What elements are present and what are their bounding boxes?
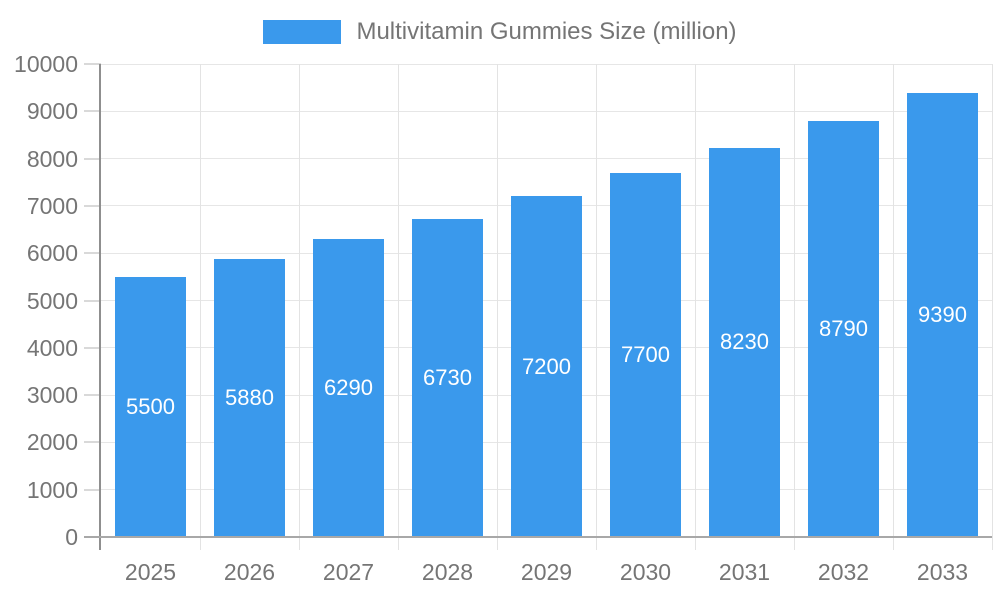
x-axis-label: 2026 <box>223 559 276 585</box>
bar[interactable] <box>214 258 285 537</box>
gridline-horizontal <box>101 110 992 112</box>
bar-value-label: 8230 <box>720 329 769 355</box>
y-axis-tick <box>84 299 101 302</box>
y-axis-label: 2000 <box>26 429 78 456</box>
bar[interactable] <box>610 172 681 537</box>
y-axis-label: 3000 <box>26 382 78 409</box>
bar[interactable] <box>907 92 978 537</box>
x-axis-label: 2032 <box>817 559 870 585</box>
y-axis-label: 6000 <box>26 240 78 267</box>
gridline-horizontal <box>101 158 992 160</box>
y-axis-tick <box>84 441 101 444</box>
x-axis-line <box>84 536 992 538</box>
y-axis-label: 9000 <box>26 98 78 125</box>
y-axis-line <box>99 64 101 550</box>
y-axis-label: 7000 <box>26 192 78 219</box>
x-axis-label: 2030 <box>619 559 672 585</box>
gridline-vertical <box>991 64 993 550</box>
bar-value-label: 8790 <box>819 316 868 342</box>
gridline-vertical <box>694 64 696 550</box>
x-axis-label: 2031 <box>718 559 771 585</box>
gridline-vertical <box>397 64 399 550</box>
y-axis-tick <box>84 252 101 255</box>
y-axis-tick <box>84 488 101 491</box>
gridline-vertical <box>298 64 300 550</box>
bar[interactable] <box>412 218 483 537</box>
bar-value-label: 5880 <box>225 384 274 410</box>
y-axis-tick <box>84 110 101 113</box>
bar-value-label: 7700 <box>621 341 670 367</box>
gridline-horizontal <box>101 63 992 65</box>
y-axis-tick <box>84 63 101 65</box>
bar-value-label: 6730 <box>423 364 472 390</box>
bar-value-label: 6290 <box>324 375 373 401</box>
y-axis-tick <box>84 204 101 207</box>
y-axis-label: 10000 <box>14 51 78 77</box>
legend[interactable]: Multivitamin Gummies Size (million) <box>0 17 1000 46</box>
bar-value-label: 7200 <box>522 353 571 379</box>
x-axis-label: 2027 <box>322 559 375 585</box>
x-axis-label: 2029 <box>520 559 573 585</box>
y-axis-label: 4000 <box>26 334 78 361</box>
gridline-vertical <box>793 64 795 550</box>
gridline-vertical <box>199 64 201 550</box>
gridline-vertical <box>496 64 498 550</box>
y-axis-tick <box>84 157 101 160</box>
x-axis-label: 2028 <box>421 559 474 585</box>
bar-value-label: 5500 <box>126 393 175 419</box>
bar[interactable] <box>511 196 582 537</box>
y-axis-label: 5000 <box>26 287 78 314</box>
y-axis-label: 0 <box>65 524 78 550</box>
bar[interactable] <box>313 239 384 537</box>
x-axis-label: 2033 <box>916 559 969 585</box>
gridline-vertical <box>892 64 894 550</box>
y-axis-label: 8000 <box>26 145 78 172</box>
bar[interactable] <box>709 147 780 537</box>
y-axis-tick <box>84 394 101 397</box>
gridline-vertical <box>595 64 597 550</box>
legend-swatch <box>263 19 342 44</box>
bar-value-label: 9390 <box>918 301 967 327</box>
y-axis-label: 1000 <box>26 476 78 503</box>
x-axis-label: 2025 <box>124 559 177 585</box>
y-axis-tick <box>84 346 101 349</box>
bar[interactable] <box>808 121 879 537</box>
legend-label: Multivitamin Gummies Size (million) <box>356 18 737 45</box>
bar[interactable] <box>115 276 186 537</box>
